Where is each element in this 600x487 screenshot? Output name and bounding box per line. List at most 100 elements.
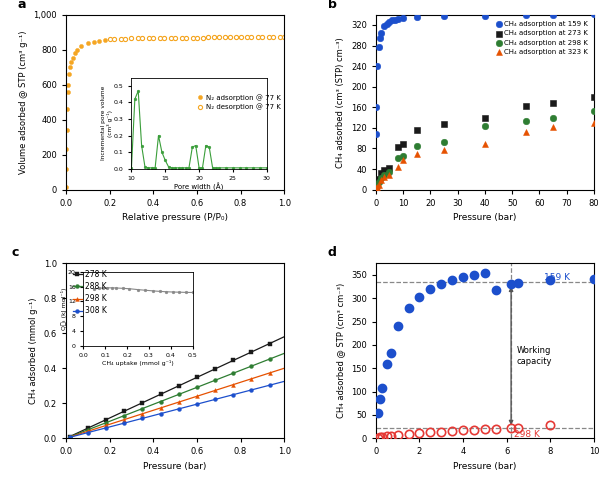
298 K [66, 434, 73, 440]
N₂ adsorption @ 77 K [189, 35, 196, 40]
CH₄ adsorption at 323 K [521, 128, 530, 135]
CH₄ adsorption at 298 K [376, 174, 386, 182]
308 K [121, 420, 128, 426]
CH₄ adsorption at 323 K [385, 171, 394, 179]
278 K [128, 405, 135, 411]
N₂ desorption @ 77 K [110, 36, 118, 42]
CH₄ adsorption at 273 K [589, 93, 599, 101]
CH₄ adsorption at 159 K [398, 14, 408, 22]
N₂ desorption @ 77 K [204, 35, 211, 40]
Text: c: c [11, 246, 19, 259]
N₂ desorption @ 77 K [149, 35, 157, 41]
CH₄ adsorption at 298 K [385, 169, 394, 176]
CH₄ adsorption at 159 K [390, 16, 400, 24]
298 K [128, 414, 135, 420]
CH₄ adsorption at 273 K [379, 166, 389, 174]
N₂ desorption @ 77 K [226, 35, 233, 40]
N₂ adsorption @ 77 K [276, 34, 283, 40]
Y-axis label: CH₄ adsorbed (cm³ (STP) cm⁻³): CH₄ adsorbed (cm³ (STP) cm⁻³) [337, 37, 346, 168]
CH₄ adsorption at 323 K [398, 156, 408, 164]
N₂ adsorption @ 77 K [204, 35, 211, 40]
N₂ desorption @ 77 K [128, 36, 135, 41]
CH₄ adsorption at 159 K [379, 22, 389, 30]
308 K [103, 425, 110, 431]
N₂ desorption @ 77 K [139, 35, 146, 41]
CH₄ adsorption at 323 K [412, 150, 422, 157]
CH₄ adsorption at 273 K [385, 164, 394, 172]
N₂ desorption @ 77 K [276, 34, 283, 40]
278 K [66, 434, 73, 440]
Y-axis label: CH₄ adsorbed @ STP (cm³ cm⁻³): CH₄ adsorbed @ STP (cm³ cm⁻³) [337, 283, 346, 418]
N₂ desorption @ 77 K [117, 36, 124, 42]
CH₄ adsorption at 323 K [374, 181, 383, 188]
CH₄ adsorption at 298 K [393, 154, 403, 162]
278 K [121, 408, 128, 414]
N₂ desorption @ 77 K [182, 35, 190, 40]
CH₄ adsorption at 273 K [548, 99, 558, 107]
N₂ desorption @ 77 K [106, 37, 113, 42]
CH₄ adsorption at 273 K [398, 140, 408, 148]
CH₄ adsorption at 323 K [376, 176, 386, 184]
N₂ adsorption @ 77 K [91, 39, 98, 45]
288 K [135, 407, 142, 413]
CH₄ adsorption at 298 K [480, 122, 490, 130]
CH₄ adsorption at 323 K [379, 173, 389, 181]
CH₄ adsorption at 323 K [548, 123, 558, 131]
278 K [281, 334, 288, 339]
CH₄ adsorption at 298 K [373, 182, 382, 189]
Text: d: d [328, 246, 337, 259]
CH₄ adsorption at 273 K [374, 175, 383, 183]
CH₄ adsorption at 323 K [393, 163, 403, 170]
N₂ desorption @ 77 K [161, 35, 168, 41]
Text: Working
capacity: Working capacity [517, 346, 552, 366]
CH₄ adsorption at 159 K [385, 18, 394, 26]
N₂ desorption @ 77 K [265, 34, 272, 40]
CH₄ adsorption at 159 K [439, 12, 449, 20]
CH₄ adsorption at 159 K [589, 10, 599, 18]
CH₄ adsorption at 273 K [439, 120, 449, 128]
N₂ adsorption @ 77 K [62, 184, 70, 190]
N₂ desorption @ 77 K [172, 35, 179, 40]
278 K [103, 417, 110, 423]
N₂ desorption @ 77 K [248, 34, 255, 40]
298 K [200, 391, 208, 397]
298 K [121, 417, 128, 423]
CH₄ adsorption at 298 K [412, 142, 422, 150]
CH₄ adsorption at 298 K [548, 113, 558, 121]
Line: 288 K: 288 K [68, 352, 286, 439]
N₂ desorption @ 77 K [145, 35, 152, 41]
CH₄ adsorption at 298 K [521, 117, 530, 125]
308 K [135, 416, 142, 422]
N₂ desorption @ 77 K [215, 35, 223, 40]
CH₄ adsorption at 323 K [439, 146, 449, 153]
CH₄ adsorption at 159 K [480, 12, 490, 19]
CH₄ adsorption at 298 K [379, 171, 389, 179]
CH₄ adsorption at 159 K [521, 11, 530, 19]
Y-axis label: Volume adsorbed @ STP (cm³ g⁻¹): Volume adsorbed @ STP (cm³ g⁻¹) [19, 30, 28, 174]
CH₄ adsorption at 298 K [439, 138, 449, 146]
Line: N₂ desorption @ 77 K: N₂ desorption @ 77 K [107, 35, 286, 41]
CH₄ adsorption at 159 K [374, 43, 383, 51]
N₂ desorption @ 77 K [244, 34, 251, 40]
CH₄ adsorption at 323 K [371, 184, 381, 192]
N₂ desorption @ 77 K [193, 35, 200, 40]
CH₄ adsorption at 273 K [371, 183, 381, 191]
N₂ desorption @ 77 K [134, 36, 142, 41]
308 K [66, 434, 73, 440]
CH₄ adsorption at 298 K [398, 152, 408, 160]
CH₄ adsorption at 159 K [388, 17, 397, 24]
CH₄ adsorption at 273 K [376, 169, 386, 177]
N₂ desorption @ 77 K [211, 35, 218, 40]
CH₄ adsorption at 159 K [373, 62, 382, 70]
N₂ desorption @ 77 K [259, 34, 266, 40]
N₂ desorption @ 77 K [167, 35, 175, 40]
N₂ desorption @ 77 K [189, 35, 196, 40]
N₂ desorption @ 77 K [269, 34, 277, 40]
288 K [121, 413, 128, 419]
288 K [139, 406, 146, 412]
N₂ desorption @ 77 K [121, 36, 128, 41]
N₂ desorption @ 77 K [156, 35, 163, 41]
CH₄ adsorption at 159 K [375, 34, 385, 42]
Legend: CH₄ adsorption at 159 K, CH₄ adsorption at 273 K, CH₄ adsorption at 298 K, CH₄ a: CH₄ adsorption at 159 K, CH₄ adsorption … [494, 18, 590, 58]
278 K [139, 400, 146, 406]
